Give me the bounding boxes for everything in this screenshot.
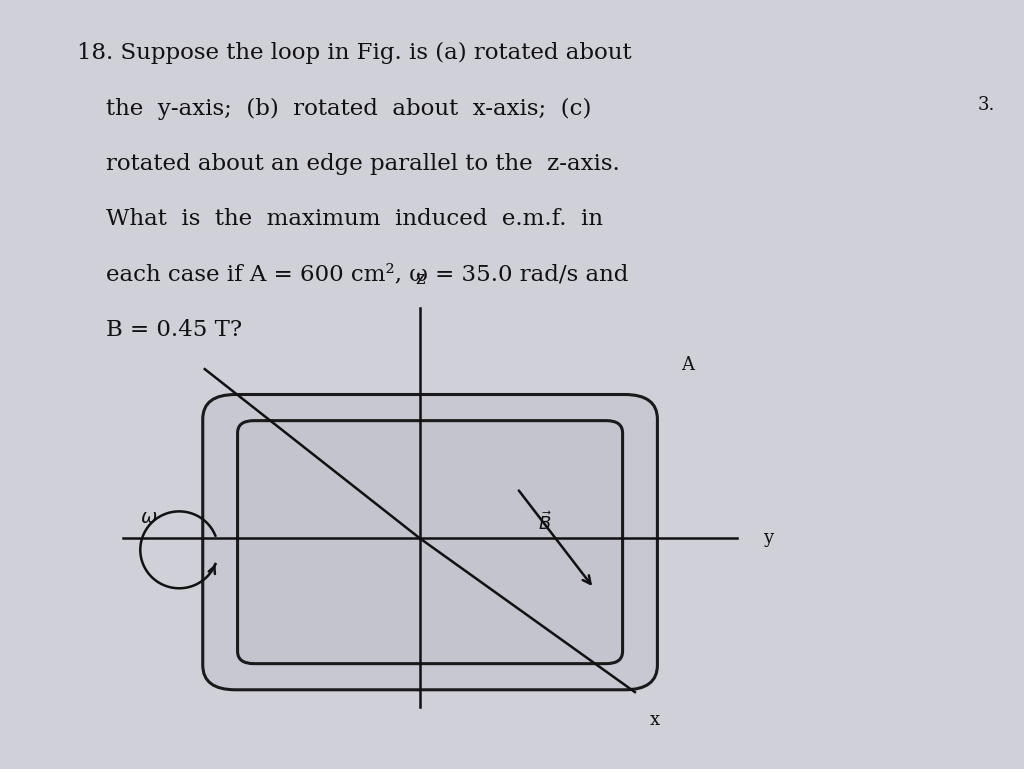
FancyBboxPatch shape: [238, 421, 623, 664]
Text: A: A: [681, 356, 694, 375]
Text: $\omega$: $\omega$: [139, 509, 158, 527]
Text: y: y: [763, 529, 773, 548]
Text: the  y-axis;  (b)  rotated  about  x-axis;  (c): the y-axis; (b) rotated about x-axis; (c…: [77, 98, 591, 120]
Text: rotated about an edge parallel to the  z-axis.: rotated about an edge parallel to the z-…: [77, 153, 620, 175]
Text: 18. Suppose the loop in Fig. is (a) rotated about: 18. Suppose the loop in Fig. is (a) rota…: [77, 42, 632, 65]
Text: each case if A = 600 cm², ω = 35.0 rad/s and: each case if A = 600 cm², ω = 35.0 rad/s…: [77, 264, 628, 286]
FancyBboxPatch shape: [203, 394, 657, 690]
Text: 3.: 3.: [978, 96, 995, 114]
Text: B = 0.45 T?: B = 0.45 T?: [77, 319, 242, 341]
Text: What  is  the  maximum  induced  e.m.f.  in: What is the maximum induced e.m.f. in: [77, 208, 603, 231]
Text: $\vec{B}$: $\vec{B}$: [538, 511, 552, 534]
Text: x: x: [650, 711, 660, 729]
Text: z: z: [415, 271, 425, 288]
